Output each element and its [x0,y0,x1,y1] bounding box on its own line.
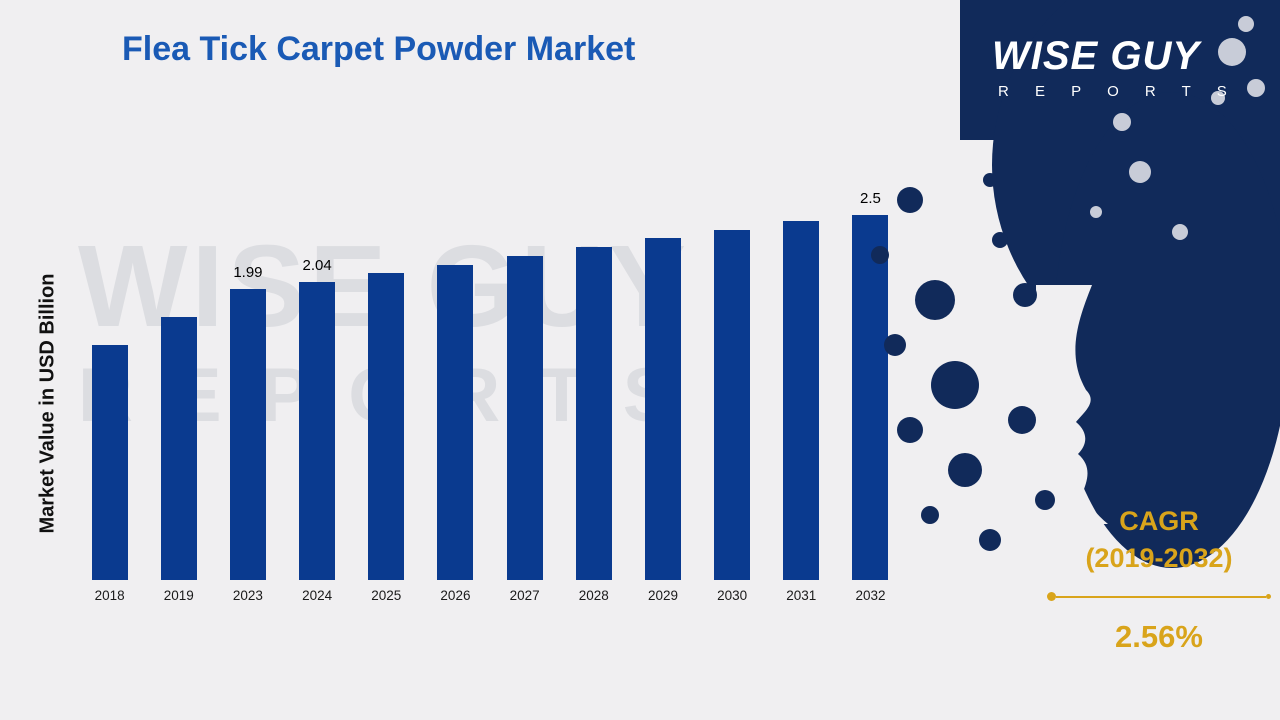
bar-group: 2028 [559,180,628,603]
bar-2026 [437,265,474,580]
brand-logo: WISE GUY R E P O R T S [992,34,1238,100]
face-profile [1036,285,1108,524]
x-tick-label: 2029 [647,588,678,603]
divider-dot-icon [1266,594,1271,599]
y-axis-label: Market Value in USD Billion [36,273,59,534]
bar-group: 2030 [698,180,767,603]
x-tick-label: 2025 [371,588,402,603]
bar-2031 [783,221,820,580]
brand-logo-name: WISE GUY [992,34,1201,78]
cagr-divider [1047,592,1271,601]
bar-group: 2019 [144,180,213,603]
bar-2027 [506,256,543,580]
x-tick-label: 2027 [509,588,540,603]
page-title: Flea Tick Carpet Powder Market [122,30,636,68]
x-tick-label: 2019 [163,588,194,603]
bar-2024 [299,282,336,580]
x-tick-label: 2018 [94,588,125,603]
bar-group: 2.5 2032 [836,180,905,603]
x-tick-label: 2030 [717,588,748,603]
bar-2028 [575,247,612,580]
x-tick-label: 2024 [302,588,333,603]
bar-2019 [160,317,197,580]
bar-2025 [368,273,405,580]
bar-2029 [644,238,681,580]
divider-dot-icon [1047,592,1056,601]
x-tick-label: 2028 [578,588,609,603]
bar-group: 2029 [628,180,697,603]
bar-group: 2031 [767,180,836,603]
bar-group: 2026 [421,180,490,603]
cagr-label: CAGR [1119,506,1199,536]
cagr-value: 2.56% [1115,619,1203,654]
bar-group: 2027 [490,180,559,603]
divider-line [1056,595,1266,598]
x-tick-label: 2026 [440,588,471,603]
bar-group: 2018 [75,180,144,603]
bar-2018 [91,345,128,580]
x-tick-label: 2032 [855,588,886,603]
cagr-range: (2019-2032) [1085,543,1233,573]
bar-value-label: 2.04 [302,257,332,274]
bar-value-label: 1.99 [233,264,263,281]
bar-value-label: 2.5 [860,190,881,207]
bar-group: 2025 [352,180,421,603]
bar-2032 [852,215,889,580]
bar-group: 2.04 2024 [283,180,352,603]
bar-2023 [229,289,266,580]
bar-2030 [714,230,751,580]
bar-chart: 2018 2019 1.99 2023 2.04 2024 2025 2026 2027 2028… [75,180,905,603]
x-tick-label: 2023 [232,588,263,603]
dots-pattern-light [1090,16,1265,240]
cagr-block: CAGR (2019-2032) 2.56% [1045,506,1273,655]
brand-panel-graphic [871,0,1280,568]
brand-logo-subtitle: R E P O R T S [998,83,1238,100]
bar-group: 1.99 2023 [213,180,282,603]
x-tick-label: 2031 [786,588,817,603]
dots-pattern-navy [871,173,1055,551]
